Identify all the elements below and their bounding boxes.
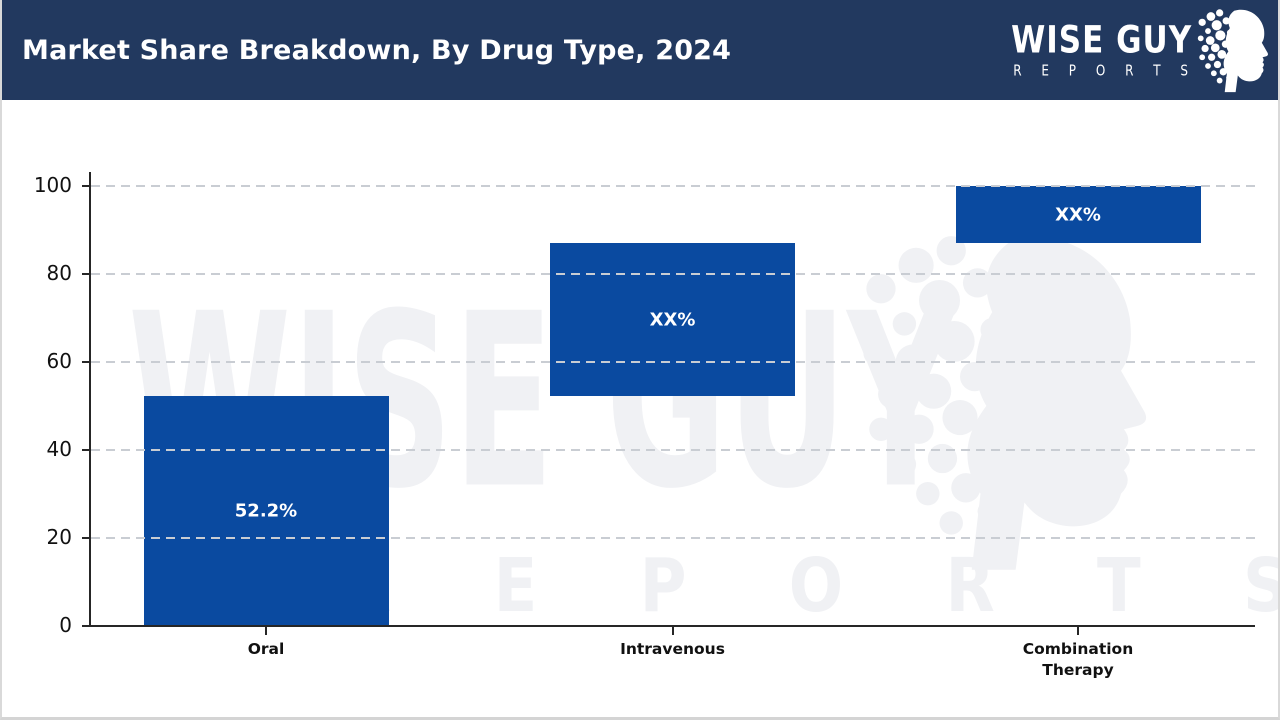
y-tick-label-60: 60: [46, 348, 72, 373]
y-tick-label-80: 80: [46, 260, 72, 285]
bar-value-label: XX%: [1055, 204, 1101, 226]
gridline-20: [91, 536, 1255, 539]
y-tick-label-0: 0: [59, 612, 72, 637]
logo-wordmark: WISE GUY: [1011, 18, 1193, 63]
y-tick-mark-100: [82, 185, 89, 187]
y-axis-line: [89, 172, 91, 627]
y-tick-label-40: 40: [46, 436, 72, 461]
header-bar: Market Share Breakdown, By Drug Type, 20…: [2, 0, 1278, 100]
y-tick-mark-40: [82, 448, 89, 451]
bar-value-label: XX%: [649, 309, 696, 331]
y-tick-label-20: 20: [46, 524, 72, 549]
gridline-40: [91, 448, 1255, 451]
logo-text: WISE GUY R E P O R T S: [1007, 18, 1196, 80]
logo-subtitle: R E P O R T S: [1013, 62, 1196, 80]
bar-oral: 52.2%: [143, 396, 389, 626]
y-tick-mark-60: [82, 360, 89, 363]
x-category-label-1: Intravenous: [620, 640, 725, 658]
x-tick-mark-1: [671, 627, 674, 635]
bar-value-label: 52.2%: [234, 500, 298, 522]
y-tick-label-100: 100: [33, 173, 72, 197]
gridline-100: [91, 185, 1255, 187]
x-category-label-2: Combination Therapy: [1022, 640, 1134, 679]
x-category-label-0: Oral: [247, 640, 285, 658]
gridline-60: [91, 360, 1255, 363]
x-tick-mark-2: [1077, 627, 1079, 635]
y-tick-mark-20: [82, 536, 89, 539]
dotted-head-icon: [1197, 9, 1269, 93]
y-tick-mark-80: [82, 272, 89, 275]
watermark-head-icon: [863, 236, 1147, 570]
wise-guy-reports-logo: WISE GUY R E P O R T S: [1007, 2, 1272, 98]
page-title: Market Share Breakdown, By Drug Type, 20…: [22, 34, 732, 66]
gridline-80: [91, 272, 1255, 275]
y-tick-mark-0: [82, 624, 89, 627]
x-axis-line: [89, 625, 1255, 627]
x-tick-mark-0: [265, 627, 267, 635]
bar-intravenous: XX%: [550, 243, 795, 397]
bar-combination-therapy: XX%: [955, 186, 1201, 244]
